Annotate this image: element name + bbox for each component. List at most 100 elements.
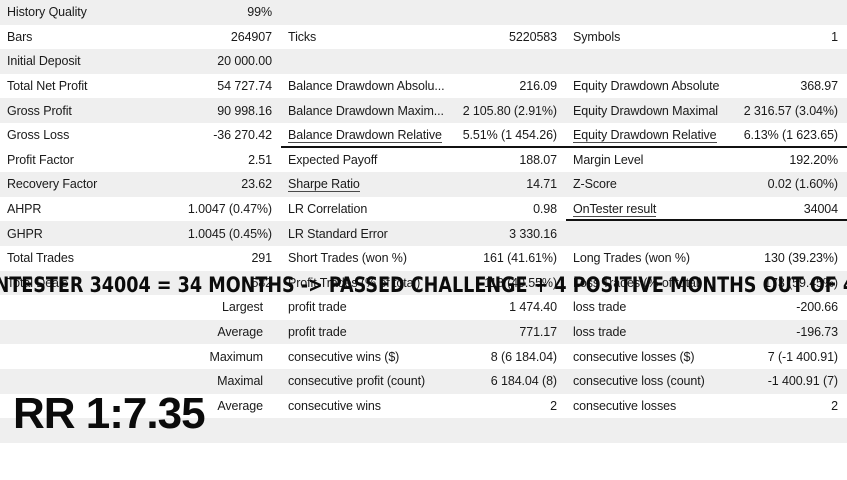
cell-label: consecutive losses ($) [573, 349, 695, 364]
table-row[interactable]: Average profit trade 771.17 loss trade -196.… [0, 319, 847, 345]
cell-value: 192.20% [789, 152, 838, 167]
table-row[interactable]: Bars 264907 Ticks 5220583 Symbols 1 [0, 24, 847, 50]
cell-value: 771.17 [519, 325, 557, 340]
cell-label: Total Deals [7, 275, 68, 290]
cell-label: Balance Drawdown Relative [281, 127, 463, 143]
table-row[interactable]: Total Net Profit 54 727.74 Balance Drawdow… [0, 73, 847, 99]
cell-value: 54 727.74 [217, 79, 272, 94]
table-row[interactable]: Maximal consecutive profit (count) 6 184.0… [0, 368, 847, 394]
table-row[interactable]: Initial Deposit 20 000.00 [0, 49, 847, 74]
table-cell-right: consecutive loss (count) -1 400.91 (7) [566, 369, 847, 394]
table-row[interactable]: Largest profit trade 1 474.40 loss trade -20… [0, 295, 847, 320]
cell-value: 1.0047 (0.47%) [187, 202, 272, 217]
cell-label: consecutive wins ($) [288, 349, 400, 364]
cell-label: Average [217, 325, 263, 340]
table-row[interactable]: History Quality 99% [0, 0, 847, 25]
cell-label: LR Correlation [288, 202, 368, 217]
table-cell-right: loss trade -196.73 [566, 320, 847, 345]
table-cell-mid: consecutive profit (count) 6 184.04 (8) [281, 369, 566, 394]
table-row[interactable]: GHPR 1.0045 (0.45%) LR Standard Error 3 330… [0, 221, 847, 246]
cell-label: consecutive loss (count) [573, 374, 705, 389]
table-cell-mid [281, 0, 566, 25]
cell-value: -1 400.91 (7) [767, 374, 838, 389]
table-cell-mid: LR Correlation 0.98 [281, 197, 566, 222]
cell-label: Gross Loss [7, 128, 70, 143]
cell-label: Profit Factor [7, 152, 74, 167]
table-cell-left: Gross Profit 90 998.16 [0, 98, 281, 123]
cell-value: 188.07 [519, 152, 557, 167]
table-cell-left: Maximum [0, 344, 281, 369]
table-cell-right: OnTester result 34004 [566, 197, 847, 222]
table-cell-mid: profit trade 771.17 [281, 320, 566, 345]
cell-label: GHPR [7, 226, 43, 241]
table-cell-left: Gross Loss -36 270.42 [0, 123, 281, 148]
table-cell-mid [281, 418, 566, 443]
cell-value: -196.73 [796, 325, 838, 340]
cell-label: Maximal [217, 374, 263, 389]
table-cell-mid: profit trade 1 474.40 [281, 295, 566, 320]
cell-label: Balance Drawdown Maxim... [288, 103, 444, 118]
cell-label: Average [217, 398, 263, 413]
table-cell-left: History Quality 99% [0, 0, 281, 25]
table-row[interactable]: Recovery Factor 23.62 Sharpe Ratio 14.71 Z-S… [0, 172, 847, 197]
table-cell-right [566, 0, 847, 25]
cell-label-underlined: Sharpe Ratio [288, 176, 360, 192]
cell-value: 1 474.40 [509, 300, 557, 315]
table-cell-left: Profit Factor 2.51 [0, 148, 281, 173]
cell-label: Symbols [573, 29, 621, 44]
cell-value: 1 [831, 29, 838, 44]
report-table: History Quality 99% Bars 264907 Ticks 5220583… [0, 0, 847, 443]
table-row[interactable]: Average consecutive wins 2 consecutive loss… [0, 393, 847, 419]
table-row[interactable]: Total Trades 291 Short Trades (won %) 161 (… [0, 245, 847, 271]
table-row[interactable]: Profit Factor 2.51 Expected Payoff 188.07 Ma… [0, 147, 847, 173]
table-cell-right: loss trade -200.66 [566, 295, 847, 320]
cell-value: 2 [550, 398, 557, 413]
table-cell-mid: Short Trades (won %) 161 (41.61%) [281, 246, 566, 271]
table-cell-left: Recovery Factor 23.62 [0, 172, 281, 197]
table-row[interactable] [0, 418, 847, 443]
cell-value: 216.09 [519, 79, 557, 94]
table-row[interactable]: AHPR 1.0047 (0.47%) LR Correlation 0.98 OnTe… [0, 196, 847, 222]
table-cell-left: Total Trades 291 [0, 246, 281, 271]
table-row[interactable]: Total Deals 582 Profit Trades (% of total)… [0, 270, 847, 296]
cell-value: 130 (39.23%) [764, 251, 838, 266]
cell-label: Equity Drawdown Relative [566, 127, 744, 143]
cell-value: 264907 [230, 29, 272, 44]
table-cell-mid: Expected Payoff 188.07 [281, 148, 566, 173]
table-cell-right [566, 49, 847, 74]
table-cell-right: Loss Trades (% of total) 173 (59.45%) [566, 271, 847, 296]
cell-value: 118 (40.55%) [484, 275, 557, 290]
cell-value: 90 998.16 [217, 103, 272, 118]
cell-label: Ticks [288, 29, 317, 44]
cell-label: Sharpe Ratio [281, 176, 526, 192]
cell-value: 34004 [803, 202, 838, 217]
cell-value: 6 184.04 (8) [490, 374, 557, 389]
cell-value: 2 105.80 (2.91%) [462, 103, 557, 118]
cell-value: -36 270.42 [213, 128, 272, 143]
cell-label: AHPR [7, 202, 42, 217]
cell-label: profit trade [288, 325, 347, 340]
cell-label: Loss Trades (% of total) [573, 275, 703, 290]
cell-value: 6.13% (1 623.65) [743, 128, 838, 143]
cell-label: Gross Profit [7, 103, 72, 118]
table-cell-right: Equity Drawdown Maximal 2 316.57 (3.04%) [566, 98, 847, 123]
cell-label: History Quality [7, 5, 87, 20]
cell-value: 7 (-1 400.91) [767, 349, 838, 364]
table-cell-left: Bars 264907 [0, 25, 281, 50]
cell-label: Long Trades (won %) [573, 251, 690, 266]
cell-label: Largest [222, 300, 263, 315]
cell-value: 20 000.00 [217, 54, 272, 69]
cell-value: 23.62 [241, 177, 272, 192]
table-cell-right: Margin Level 192.20% [566, 148, 847, 173]
cell-value: 2.51 [248, 152, 272, 167]
table-cell-mid: LR Standard Error 3 330.16 [281, 221, 566, 246]
cell-value: 8 (6 184.04) [490, 349, 557, 364]
table-cell-left: AHPR 1.0047 (0.47%) [0, 197, 281, 222]
table-cell-left: Average [0, 320, 281, 345]
table-row[interactable]: Maximum consecutive wins ($) 8 (6 184.04) c… [0, 344, 847, 369]
table-row[interactable]: Gross Profit 90 998.16 Balance Drawdown Ma… [0, 98, 847, 123]
cell-label: Recovery Factor [7, 177, 98, 192]
cell-value: 161 (41.61%) [483, 251, 557, 266]
table-row[interactable]: Gross Loss -36 270.42 Balance Drawdown Rel… [0, 122, 847, 148]
cell-value: 14.71 [526, 177, 557, 192]
